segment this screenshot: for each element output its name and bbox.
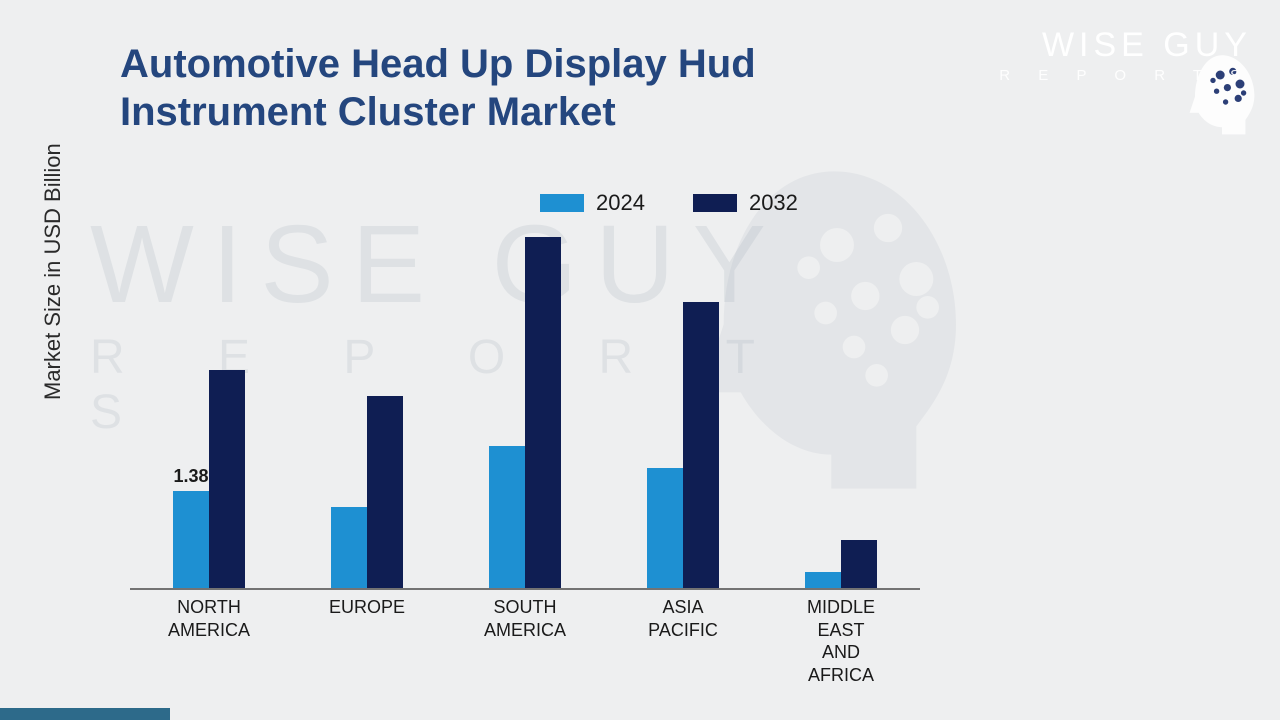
chart-title: Automotive Head Up Display Hud Instrumen… [120, 40, 880, 136]
x-axis-labels: NORTH AMERICAEUROPESOUTH AMERICAASIA PAC… [130, 596, 920, 686]
y-axis-label: Market Size in USD Billion [40, 143, 66, 400]
x-axis-label: SOUTH AMERICA [446, 596, 604, 686]
legend-label-2024: 2024 [596, 190, 645, 216]
bar-group [604, 230, 762, 590]
bar-group [446, 230, 604, 590]
bar-2032 [525, 237, 561, 590]
legend-item-2024: 2024 [540, 190, 645, 216]
right-panel [960, 0, 1280, 720]
bar-value-label: 1.38 [173, 466, 208, 487]
bar-2032 [209, 370, 245, 590]
x-axis-label: EUROPE [288, 596, 446, 686]
bar-group [762, 230, 920, 590]
bar-group: 1.38 [130, 230, 288, 590]
x-axis-label: MIDDLE EAST AND AFRICA [762, 596, 920, 686]
bar-2032 [683, 302, 719, 590]
bar-2024 [489, 446, 525, 590]
legend-swatch-2032 [693, 194, 737, 212]
brand-logo: WISE GUY R E P O R T S [999, 28, 1252, 83]
chart-card: WISE GUY R E P O R T S WISE GUY R E P O … [0, 0, 1280, 720]
x-axis-line [130, 588, 920, 590]
legend-item-2032: 2032 [693, 190, 798, 216]
x-axis-label: NORTH AMERICA [130, 596, 288, 686]
bar-2024 [331, 507, 367, 590]
plot-area: 1.38 [130, 230, 920, 590]
bar-2024 [173, 491, 209, 590]
bar-groups: 1.38 [130, 230, 920, 590]
legend-label-2032: 2032 [749, 190, 798, 216]
bar-2032 [367, 396, 403, 590]
bar-2024 [647, 468, 683, 590]
bar-2032 [841, 540, 877, 590]
x-axis-label: ASIA PACIFIC [604, 596, 762, 686]
footer-accent-bar [0, 708, 170, 720]
legend: 2024 2032 [540, 190, 798, 216]
brand-sub: R E P O R T S [999, 68, 1252, 83]
brand-name: WISE GUY [999, 28, 1252, 62]
legend-swatch-2024 [540, 194, 584, 212]
bar-group [288, 230, 446, 590]
